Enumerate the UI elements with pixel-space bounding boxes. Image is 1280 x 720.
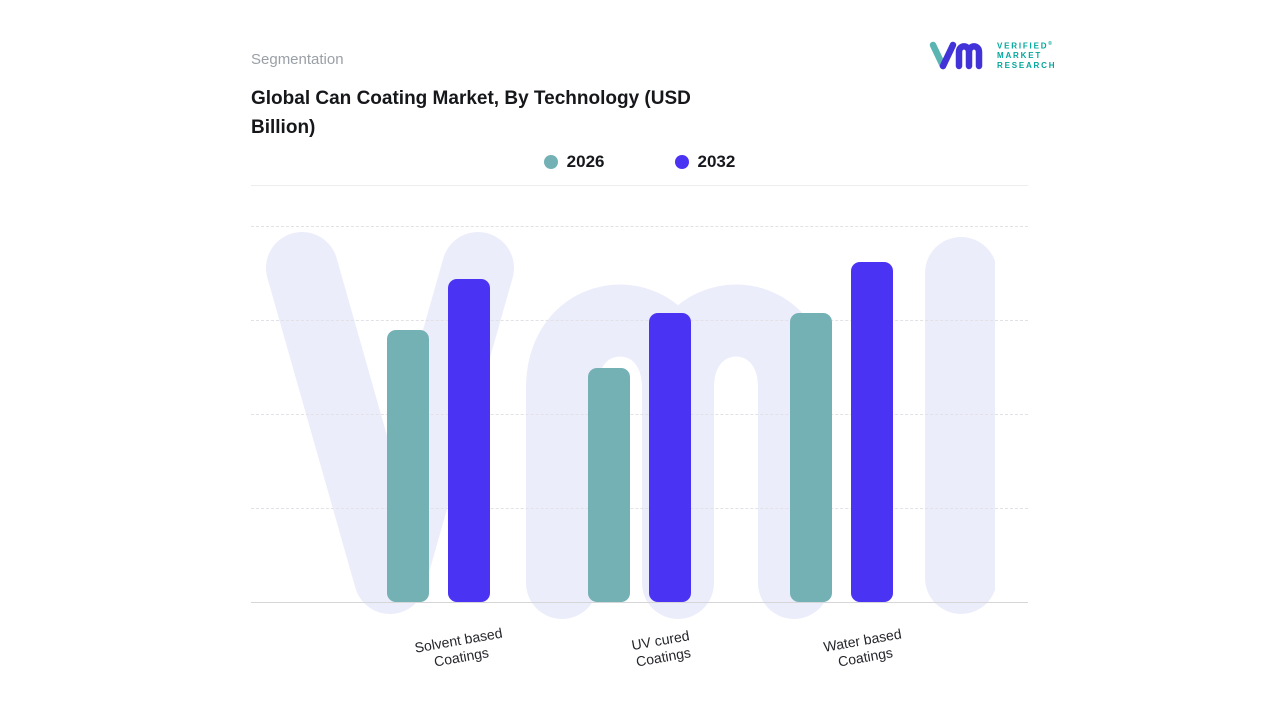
bar-uv-cured-coatings-2026 — [588, 367, 631, 602]
bar-solvent-based-coatings-2032 — [447, 279, 490, 602]
x-axis-baseline — [251, 602, 1028, 603]
category-label-uv-cured-coatings: UV cured Coatings — [630, 627, 692, 670]
legend-label: 2026 — [566, 152, 605, 171]
vmr-logo: VERIFIED® MARKET RESEARCH — [928, 38, 1056, 72]
bar-water-based-coatings-2032 — [851, 262, 894, 602]
category-label-solvent-based-coatings: Solvent based Coatings — [413, 624, 504, 670]
gridline — [251, 508, 1028, 509]
logo-text: VERIFIED® MARKET RESEARCH — [997, 40, 1056, 71]
vmr-logo-mark — [929, 41, 983, 70]
header-separator — [251, 185, 1028, 186]
legend-item-2026: 2026 — [543, 152, 605, 172]
plot-area — [251, 226, 1028, 603]
legend-item-2032: 2032 — [674, 152, 736, 172]
category-label-water-based-coatings: Water based Coatings — [821, 625, 903, 670]
logo-line-market: MARKET — [997, 51, 1043, 61]
chart-title: Global Can Coating Market, By Technology… — [251, 88, 691, 138]
bar-water-based-coatings-2026 — [790, 313, 833, 602]
segmentation-label: Segmentation — [251, 51, 344, 68]
gridline — [251, 226, 1028, 227]
logo-line-verified: VERIFIED® — [997, 40, 1052, 51]
legend-dot-2026 — [543, 155, 558, 169]
legend-dot-2032 — [674, 155, 689, 169]
registered-mark: ® — [1048, 40, 1052, 47]
bar-uv-cured-coatings-2032 — [649, 313, 692, 602]
x-axis-labels: Solvent based Coatings UV cured Coatings Wat… — [251, 625, 1028, 707]
gridline — [251, 320, 1028, 321]
legend-label: 2032 — [697, 152, 736, 171]
gridline — [251, 414, 1028, 415]
logo-line-research: RESEARCH — [997, 61, 1057, 71]
bar-solvent-based-coatings-2026 — [386, 330, 429, 602]
chart-legend: 2026 2032 — [251, 149, 1028, 175]
